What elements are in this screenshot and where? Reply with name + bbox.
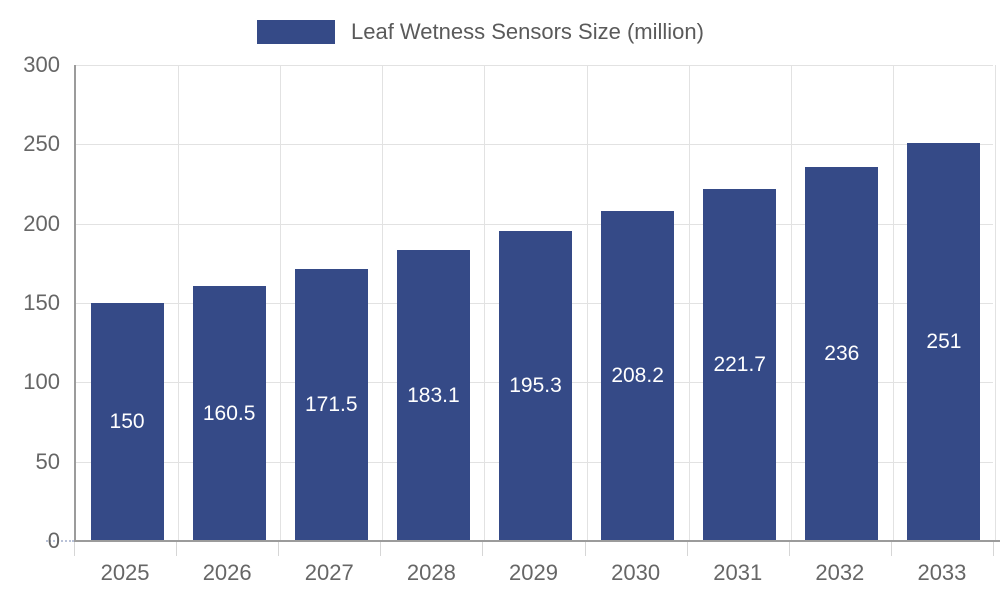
x-axis-tick xyxy=(993,542,994,556)
x-axis-tick xyxy=(686,542,688,556)
x-tick-label: 2027 xyxy=(304,560,354,585)
bar-value-label: 236 xyxy=(824,341,860,365)
y-tick-label: 200 xyxy=(23,210,60,236)
x-axis-tick xyxy=(584,542,586,556)
legend[interactable]: Leaf Wetness Sensors Size (million) xyxy=(257,19,704,45)
gridline-vertical xyxy=(484,65,486,541)
bar-value-label: 251 xyxy=(926,329,962,353)
x-tick-label: 2028 xyxy=(406,560,456,585)
gridline-vertical xyxy=(382,65,384,541)
x-axis-tick xyxy=(890,542,892,556)
gridline-horizontal xyxy=(76,65,993,66)
y-tick-label: 0 xyxy=(47,528,60,553)
bar[interactable]: 150 xyxy=(90,303,164,541)
x-tick-label: 2033 xyxy=(917,560,967,585)
y-tick-label: 250 xyxy=(23,131,60,157)
bar[interactable]: 221.7 xyxy=(703,189,777,541)
plot-area: 150 160.5 171.5 183.1 195.3 208.2 221.7 236 251 xyxy=(74,65,996,541)
x-axis-line xyxy=(74,540,1000,542)
bar[interactable]: 195.3 xyxy=(499,231,572,541)
x-axis-tick xyxy=(176,542,178,556)
x-axis-tick xyxy=(380,542,382,556)
legend-swatch[interactable] xyxy=(257,20,335,44)
x-axis-tick xyxy=(74,542,75,556)
bar-value-label: 160.5 xyxy=(202,401,256,425)
x-tick-label: 2029 xyxy=(509,560,558,585)
bar[interactable]: 171.5 xyxy=(294,268,368,541)
y-tick-label: 150 xyxy=(23,290,60,315)
bar-value-label: 171.5 xyxy=(304,392,358,416)
bar[interactable]: 208.2 xyxy=(601,210,675,541)
bar[interactable]: 160.5 xyxy=(192,286,266,541)
gridline-vertical xyxy=(688,65,690,541)
gridline-vertical xyxy=(178,65,180,541)
y-tick-label: 300 xyxy=(23,52,60,77)
x-tick-label: 2026 xyxy=(202,560,252,585)
x-axis-tick xyxy=(788,542,790,556)
bar-value-label: 221.7 xyxy=(713,353,766,377)
x-tick-label: 2031 xyxy=(713,560,763,585)
x-tick-label: 2032 xyxy=(815,560,865,585)
bar[interactable]: 183.1 xyxy=(396,250,470,541)
zero-tick-dash xyxy=(46,540,74,542)
bar[interactable]: 236 xyxy=(805,166,879,541)
gridline-vertical xyxy=(995,65,996,541)
gridline-vertical xyxy=(892,65,894,541)
bar-value-label: 150 xyxy=(109,410,145,433)
x-tick-label: 2025 xyxy=(100,560,150,585)
bar-value-label: 208.2 xyxy=(611,363,664,387)
x-axis-tick xyxy=(278,542,280,556)
gridline-vertical xyxy=(790,65,792,541)
bar[interactable]: 251 xyxy=(907,142,981,541)
y-tick-label: 50 xyxy=(35,448,60,474)
x-axis-tick xyxy=(482,542,484,556)
legend-label: Leaf Wetness Sensors Size (million) xyxy=(351,19,704,44)
bar-value-label: 183.1 xyxy=(407,383,460,407)
x-tick-label: 2030 xyxy=(611,560,661,585)
gridline-vertical xyxy=(280,65,282,541)
gridline-vertical xyxy=(586,65,588,541)
gridline-horizontal xyxy=(76,144,993,146)
bar-value-label: 195.3 xyxy=(509,374,562,398)
gridline-horizontal xyxy=(76,223,993,225)
y-tick-label: 100 xyxy=(23,369,60,395)
